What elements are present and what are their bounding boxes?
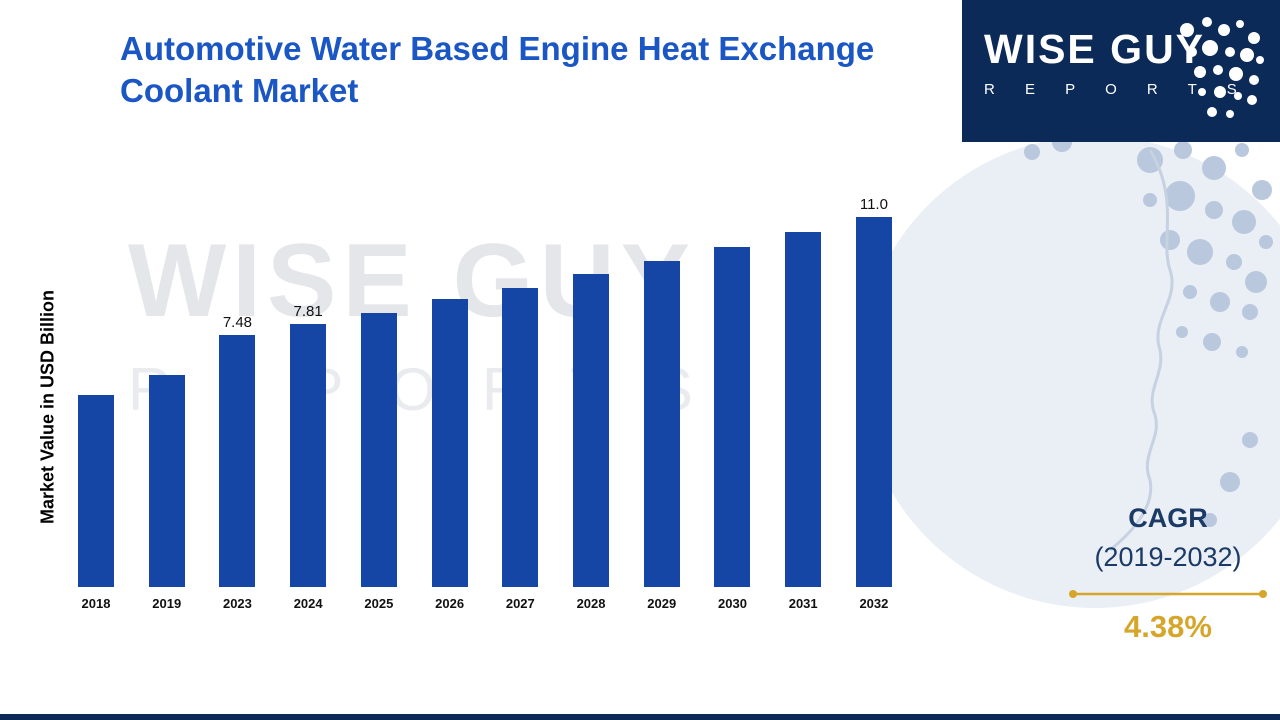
cagr-divider-line: [1069, 590, 1267, 598]
x-axis-tick-label: 2031: [788, 596, 818, 611]
bar-column: 11.0 2032: [848, 196, 900, 612]
bar-column: 2027: [494, 288, 546, 612]
bar: [148, 375, 185, 587]
bar-value-label: 7.48: [222, 314, 253, 331]
bar-chart: 2018 2019 7.48 2023 7.81 2024 2025 2026 2027 2028…: [70, 150, 900, 612]
page-title: Automotive Water Based Engine Heat Excha…: [120, 30, 875, 110]
bar-column: 2029: [636, 261, 688, 612]
logo-text: WISE GUY R E P O R T S: [984, 26, 1250, 98]
bottom-accent-bar: [0, 714, 1280, 720]
wise-guy-reports-logo: WISE GUY R E P O R T S: [962, 0, 1280, 142]
bar: [219, 335, 256, 587]
bar-value-label: 7.81: [293, 303, 323, 320]
x-axis-tick-label: 2027: [505, 596, 535, 611]
x-axis-tick-label: 2023: [222, 596, 252, 611]
bar: [502, 288, 539, 587]
bar-column: 7.81 2024: [282, 303, 334, 612]
cagr-value: 4.38%: [1124, 609, 1212, 644]
bar: [431, 299, 468, 587]
bar-column: 2018: [70, 395, 122, 612]
bar-column: 2026: [424, 299, 476, 612]
profile-outline: [1109, 149, 1174, 552]
cagr-block: CAGR (2019-2032) 4.38%: [1062, 503, 1274, 645]
x-axis-tick-label: 2019: [152, 596, 182, 611]
y-axis-label: Market Value in USD Billion: [37, 289, 58, 525]
bar-column: 7.48 2023: [211, 314, 263, 612]
bar: [360, 313, 397, 587]
logo-wordmark: WISE GUY: [984, 26, 1206, 72]
cagr-label: CAGR: [1128, 503, 1208, 533]
x-axis-tick-label: 2026: [435, 596, 465, 611]
logo-subtitle: R E P O R T S: [984, 81, 1250, 98]
bar-column: 2025: [353, 313, 405, 612]
x-axis-tick-label: 2028: [576, 596, 606, 611]
x-axis-tick-label: 2024: [293, 596, 323, 611]
chart-bars: 2018 2019 7.48 2023 7.81 2024 2025 2026 2027 2028…: [70, 150, 900, 612]
bar-column: 2031: [777, 232, 829, 612]
x-axis-tick-label: 2025: [364, 596, 394, 611]
bar: [785, 232, 822, 587]
bar: [290, 324, 327, 587]
logo-face-dots-icon: [1180, 17, 1264, 118]
bar-column: 2028: [565, 274, 617, 612]
bar: [573, 274, 610, 587]
bar: [78, 395, 114, 587]
x-axis-tick-label: 2032: [859, 596, 889, 611]
x-axis-tick-label: 2018: [81, 596, 111, 611]
bar-value-label: 11.0: [859, 196, 888, 213]
face-silhouette-decoration: [859, 132, 1280, 608]
bar: [714, 247, 751, 587]
bar: [643, 261, 680, 587]
cagr-period: (2019-2032): [1094, 542, 1242, 572]
x-axis-tick-label: 2030: [718, 596, 747, 611]
bar-column: 2030: [706, 247, 758, 612]
bar-column: 2019: [141, 375, 193, 612]
x-axis-tick-label: 2029: [647, 596, 677, 611]
bar: [855, 217, 892, 587]
